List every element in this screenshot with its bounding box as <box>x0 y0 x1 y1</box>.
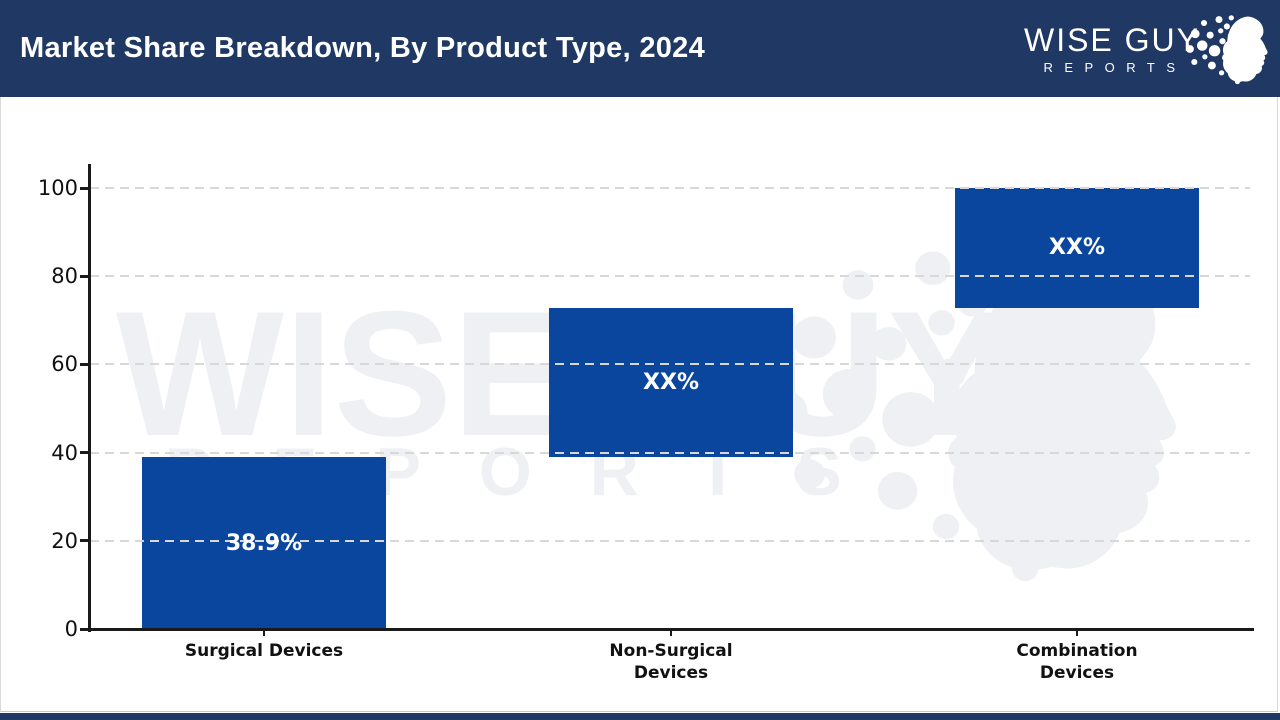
x-tick-mark <box>670 629 672 636</box>
category-label: Devices <box>1039 663 1115 683</box>
logo-wordmark: WISE GUY <box>1023 22 1200 58</box>
y-tick-label: 40 <box>51 440 78 465</box>
x-tick-mark <box>1076 629 1078 636</box>
y-tick-mark <box>80 539 89 543</box>
header: Market Share Breakdown, By Product Type,… <box>0 0 1280 97</box>
y-tick-mark <box>80 627 89 631</box>
y-tick-label: 100 <box>37 176 78 200</box>
y-tick-mark <box>80 274 89 278</box>
bar: 38.9% <box>142 457 386 629</box>
y-tick-label: 20 <box>51 528 78 553</box>
y-tick-mark <box>80 451 89 455</box>
bar-value-label: XX% <box>643 369 699 395</box>
category-label: Surgical Devices <box>184 641 344 661</box>
chart-title: Market Share Breakdown, By Product Type,… <box>20 32 706 64</box>
gridline <box>90 539 1250 542</box>
bar: XX% <box>549 307 793 458</box>
x-axis <box>88 628 1254 631</box>
y-tick-label: 60 <box>51 352 78 377</box>
category-label: Combination <box>1016 641 1138 661</box>
gridline <box>90 187 1250 189</box>
x-tick-mark <box>263 629 265 636</box>
y-tick-label: 80 <box>51 264 78 289</box>
category-label: Devices <box>633 663 709 683</box>
logo-text: WISE GUY REPORTS <box>1024 24 1200 74</box>
y-tick-label: 0 <box>64 617 78 641</box>
bar-value-label: 38.9% <box>225 530 303 556</box>
gridline <box>90 363 1250 366</box>
y-tick-mark <box>80 362 89 366</box>
logo-subtext: REPORTS <box>1043 60 1187 75</box>
bar-value-label: XX% <box>1049 235 1105 261</box>
footer-bar <box>0 713 1280 720</box>
wiseguy-logo: WISE GUY REPORTS <box>1024 10 1270 88</box>
y-axis <box>88 164 91 632</box>
gridline <box>90 451 1250 454</box>
gridline <box>90 275 1250 278</box>
bar: XX% <box>955 188 1199 308</box>
category-label: Non-Surgical <box>609 641 733 661</box>
head-dots-icon <box>1185 15 1268 85</box>
y-tick-mark <box>80 186 89 190</box>
